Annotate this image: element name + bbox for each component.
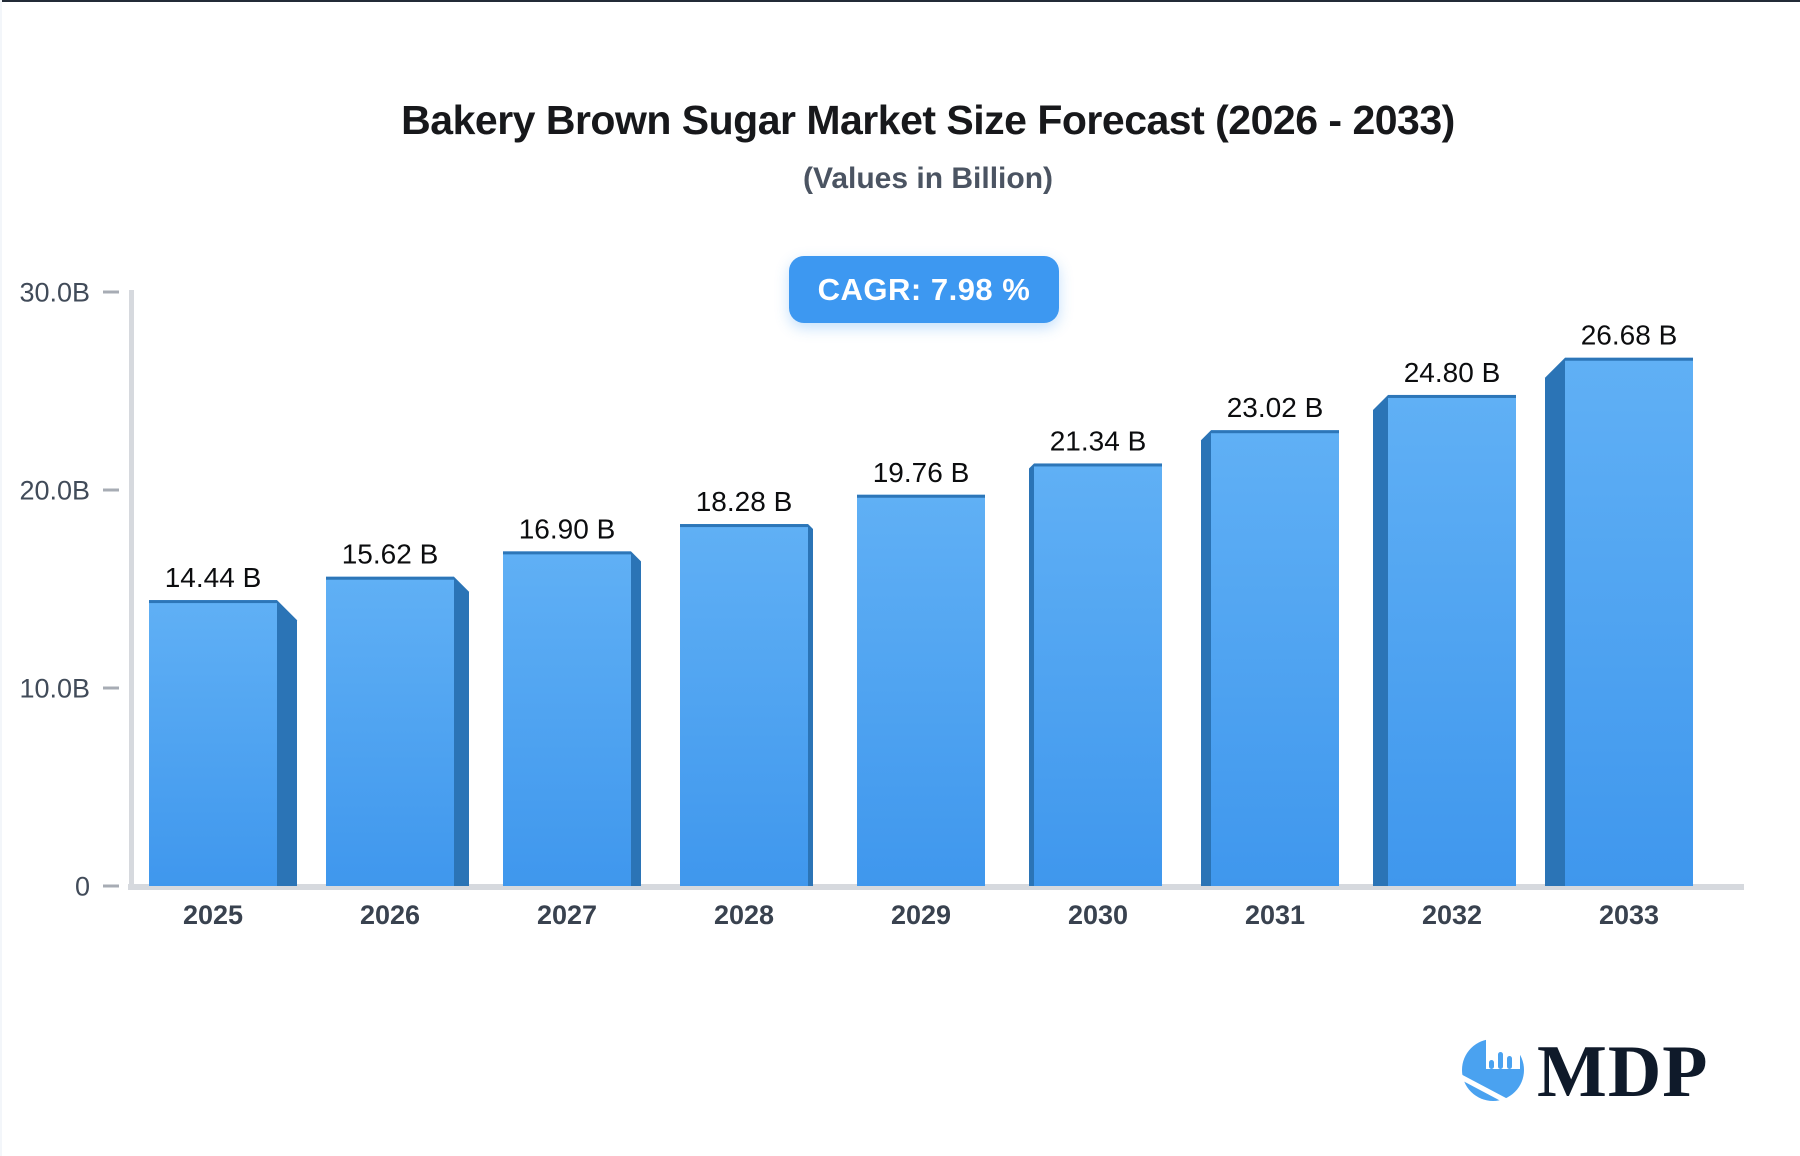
- y-tick-label-0: 0: [75, 872, 90, 902]
- x-axis-line: [128, 884, 1744, 890]
- bar-top-edge-2030: [1034, 463, 1162, 467]
- bar-side-2033: [1545, 357, 1565, 887]
- value-label-2032: 24.80 B: [1404, 357, 1501, 388]
- bar-side-2027: [631, 551, 641, 886]
- x-label-2032: 2032: [1422, 900, 1482, 930]
- left-page-edge: [0, 0, 2, 1156]
- y-tick-0: [103, 884, 119, 888]
- x-label-2028: 2028: [714, 900, 774, 930]
- bar-top-edge-2029: [857, 494, 985, 498]
- bar-2033[interactable]: [1565, 357, 1693, 887]
- value-label-2028: 18.28 B: [696, 486, 793, 517]
- value-label-2029: 19.76 B: [873, 457, 970, 488]
- bar-top-edge-2033: [1565, 357, 1693, 361]
- brand-logo: MDP: [1456, 1032, 1709, 1110]
- y-axis-line: [129, 290, 134, 888]
- bar-top-edge-2028: [680, 524, 808, 528]
- y-tick-label-10.0B: 10.0B: [19, 674, 90, 704]
- bar-side-2031: [1201, 430, 1211, 886]
- bar-2027[interactable]: [503, 551, 631, 886]
- value-label-2030: 21.34 B: [1050, 425, 1147, 456]
- bar-2026[interactable]: [326, 576, 454, 886]
- y-tick-10.0B: [103, 686, 119, 690]
- bar-side-2032: [1373, 394, 1388, 886]
- x-label-2030: 2030: [1068, 900, 1128, 930]
- x-label-2026: 2026: [360, 900, 420, 930]
- y-tick-label-30.0B: 30.0B: [19, 278, 90, 308]
- y-tick-30.0B: [103, 290, 119, 294]
- bar-side-2028: [808, 524, 813, 886]
- y-tick-label-20.0B: 20.0B: [19, 476, 90, 506]
- x-label-2033: 2033: [1599, 900, 1659, 930]
- value-label-2025: 14.44 B: [165, 562, 262, 593]
- bar-2031[interactable]: [1211, 430, 1339, 886]
- bar-side-2026: [454, 576, 469, 886]
- bar-2032[interactable]: [1388, 394, 1516, 886]
- value-label-2033: 26.68 B: [1581, 320, 1678, 351]
- bar-2030[interactable]: [1034, 463, 1162, 886]
- x-label-2029: 2029: [891, 900, 951, 930]
- x-label-2025: 2025: [183, 900, 243, 930]
- value-label-2026: 15.62 B: [342, 539, 439, 570]
- top-window-edge: [0, 0, 1800, 2]
- bar-top-edge-2026: [326, 576, 454, 580]
- bar-2028[interactable]: [680, 524, 808, 886]
- cagr-badge: CAGR: 7.98 %: [789, 256, 1059, 323]
- x-label-2031: 2031: [1245, 900, 1305, 930]
- bar-side-2025: [277, 600, 297, 886]
- bar-top-edge-2032: [1388, 394, 1516, 398]
- value-label-2031: 23.02 B: [1227, 392, 1324, 423]
- bar-top-edge-2027: [503, 551, 631, 555]
- cagr-badge-label: CAGR: 7.98 %: [817, 271, 1031, 307]
- bar-side-2030: [1029, 463, 1034, 886]
- chart-title: Bakery Brown Sugar Market Size Forecast …: [401, 97, 1455, 143]
- bar-top-edge-2025: [149, 600, 277, 604]
- pie-bar-chart-icon: [1457, 1035, 1524, 1106]
- brand-logo-text: MDP: [1537, 1031, 1709, 1113]
- bar-2029[interactable]: [857, 494, 985, 886]
- x-label-2027: 2027: [537, 900, 597, 930]
- chart-subtitle: (Values in Billion): [802, 162, 1054, 195]
- value-label-2027: 16.90 B: [519, 513, 616, 544]
- y-tick-20.0B: [103, 488, 119, 492]
- bar-top-edge-2031: [1211, 430, 1339, 434]
- bar-2025[interactable]: [149, 600, 277, 886]
